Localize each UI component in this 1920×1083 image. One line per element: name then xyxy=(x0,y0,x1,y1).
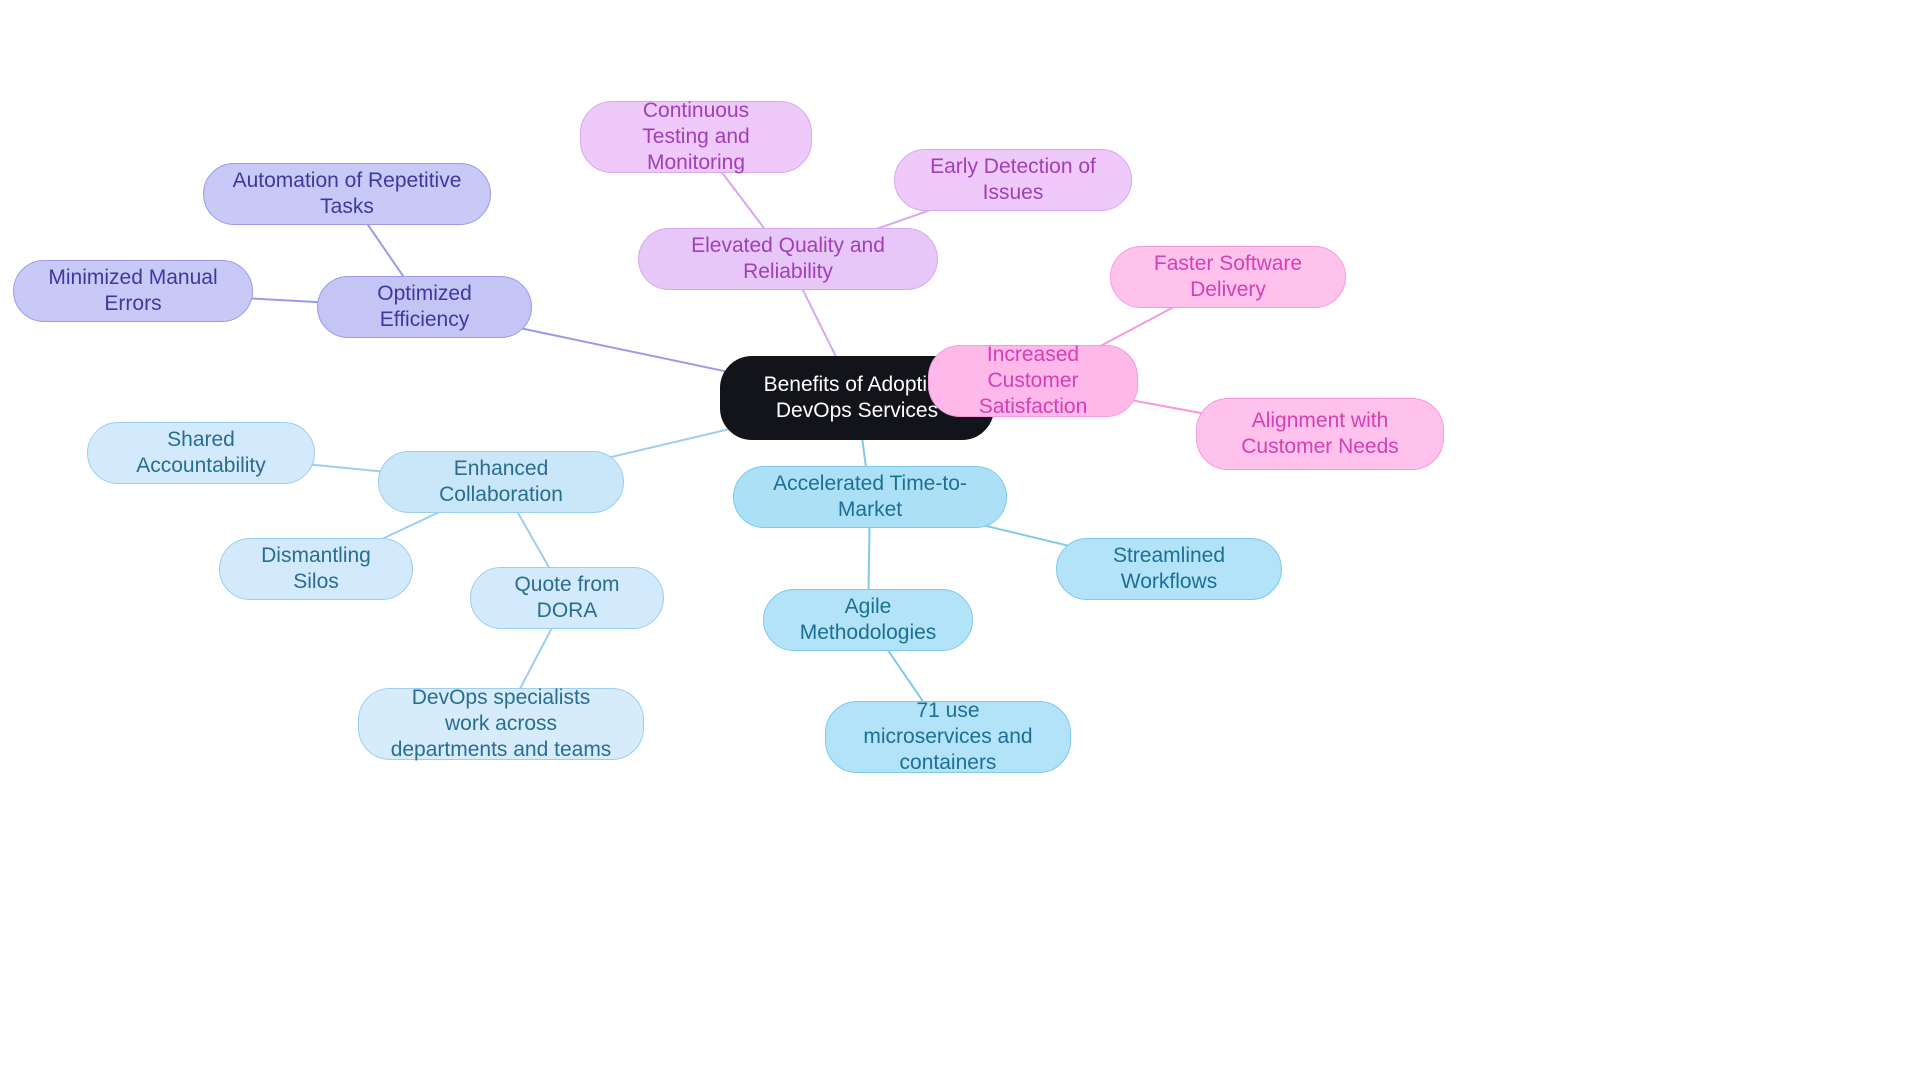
node-faster: Faster Software Delivery xyxy=(1110,246,1346,308)
node-silos: Dismantling Silos xyxy=(219,538,413,600)
node-efficiency: Optimized Efficiency xyxy=(317,276,532,338)
node-specialists: DevOps specialists work across departmen… xyxy=(358,688,644,760)
node-align: Alignment with Customer Needs xyxy=(1196,398,1444,470)
node-ttm: Accelerated Time-to-Market xyxy=(733,466,1007,528)
node-testing: Continuous Testing and Monitoring xyxy=(580,101,812,173)
node-detection: Early Detection of Issues xyxy=(894,149,1132,211)
node-auto: Automation of Repetitive Tasks xyxy=(203,163,491,225)
node-agile: Agile Methodologies xyxy=(763,589,973,651)
node-micro: 71 use microservices and containers xyxy=(825,701,1071,773)
node-shared: Shared Accountability xyxy=(87,422,315,484)
node-collab: Enhanced Collaboration xyxy=(378,451,624,513)
node-workflow: Streamlined Workflows xyxy=(1056,538,1282,600)
node-errors: Minimized Manual Errors xyxy=(13,260,253,322)
node-customer: Increased Customer Satisfaction xyxy=(928,345,1138,417)
node-dora: Quote from DORA xyxy=(470,567,664,629)
node-quality: Elevated Quality and Reliability xyxy=(638,228,938,290)
